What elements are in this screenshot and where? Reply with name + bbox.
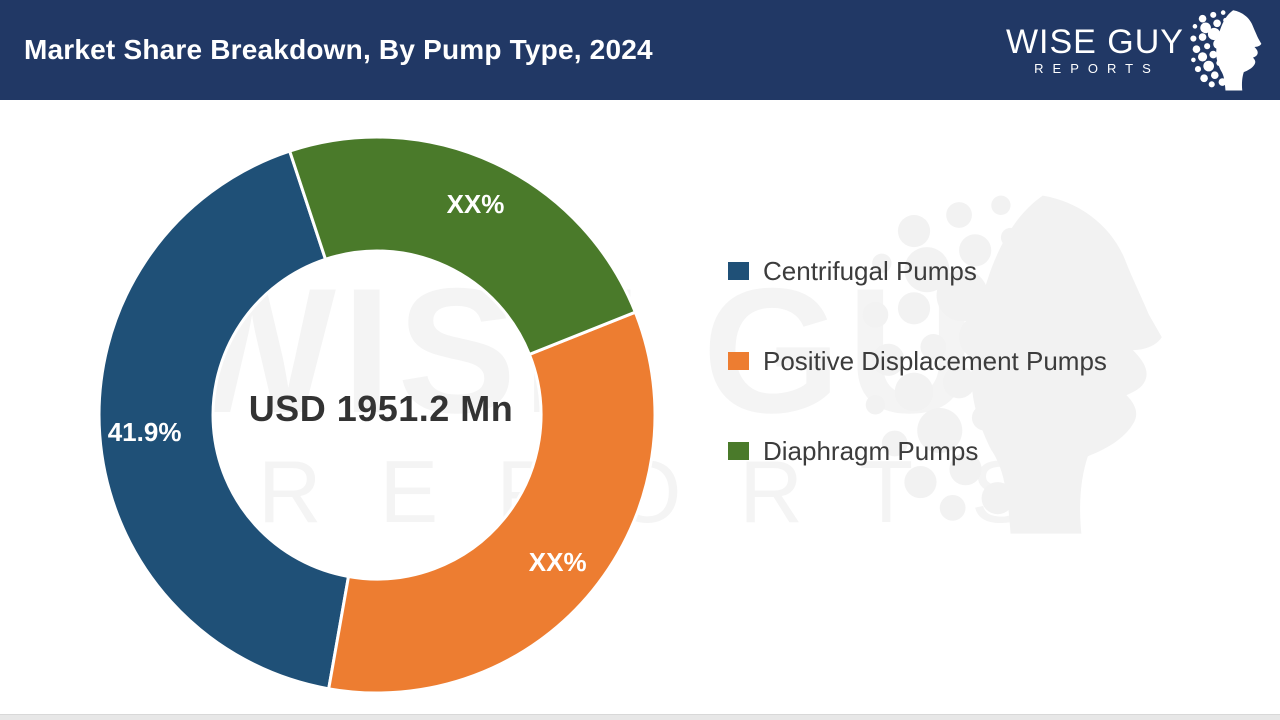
donut-center-value: USD 1951.2 Mn — [248, 388, 514, 429]
legend-item-diaphragm-pumps: Diaphragm Pumps — [728, 434, 1107, 468]
donut-slice-positive-displacement-pumps — [326, 310, 657, 695]
legend-item-positive-displacement-pumps: Positive Displacement Pumps — [728, 344, 1107, 378]
logo-wordmark: WISE GUY — [1005, 23, 1184, 61]
chart-legend: Centrifugal Pumps Positive Displacement P… — [728, 254, 1107, 524]
legend-swatch-icon — [728, 442, 749, 460]
slice-value-label-positive-displacement-pumps: XX% — [529, 547, 587, 577]
slice-value-label-diaphragm-pumps: XX% — [447, 189, 505, 219]
page-title: Market Share Breakdown, By Pump Type, 20… — [24, 34, 653, 65]
donut-slice-centrifugal-pumps — [97, 149, 351, 691]
footer-strip — [0, 714, 1280, 720]
legend-label: Diaphragm Pumps — [763, 435, 979, 466]
donut-slice-diaphragm-pumps — [287, 135, 638, 357]
legend-label: Positive Displacement Pumps — [763, 345, 1107, 376]
legend-swatch-icon — [728, 262, 749, 280]
legend-item-centrifugal-pumps: Centrifugal Pumps — [728, 254, 1107, 288]
brand-logo: WISE GUY REPORTS — [1006, 6, 1266, 94]
logo-subtitle: REPORTS — [1034, 61, 1160, 76]
slice-value-label-centrifugal-pumps: 41.9% — [108, 417, 182, 447]
legend-swatch-icon — [728, 352, 749, 370]
header-bar: Market Share Breakdown, By Pump Type, 20… — [0, 0, 1280, 100]
brand-logo-text: WISE GUY REPORTS — [1006, 25, 1184, 75]
legend-label: Centrifugal Pumps — [763, 255, 977, 286]
